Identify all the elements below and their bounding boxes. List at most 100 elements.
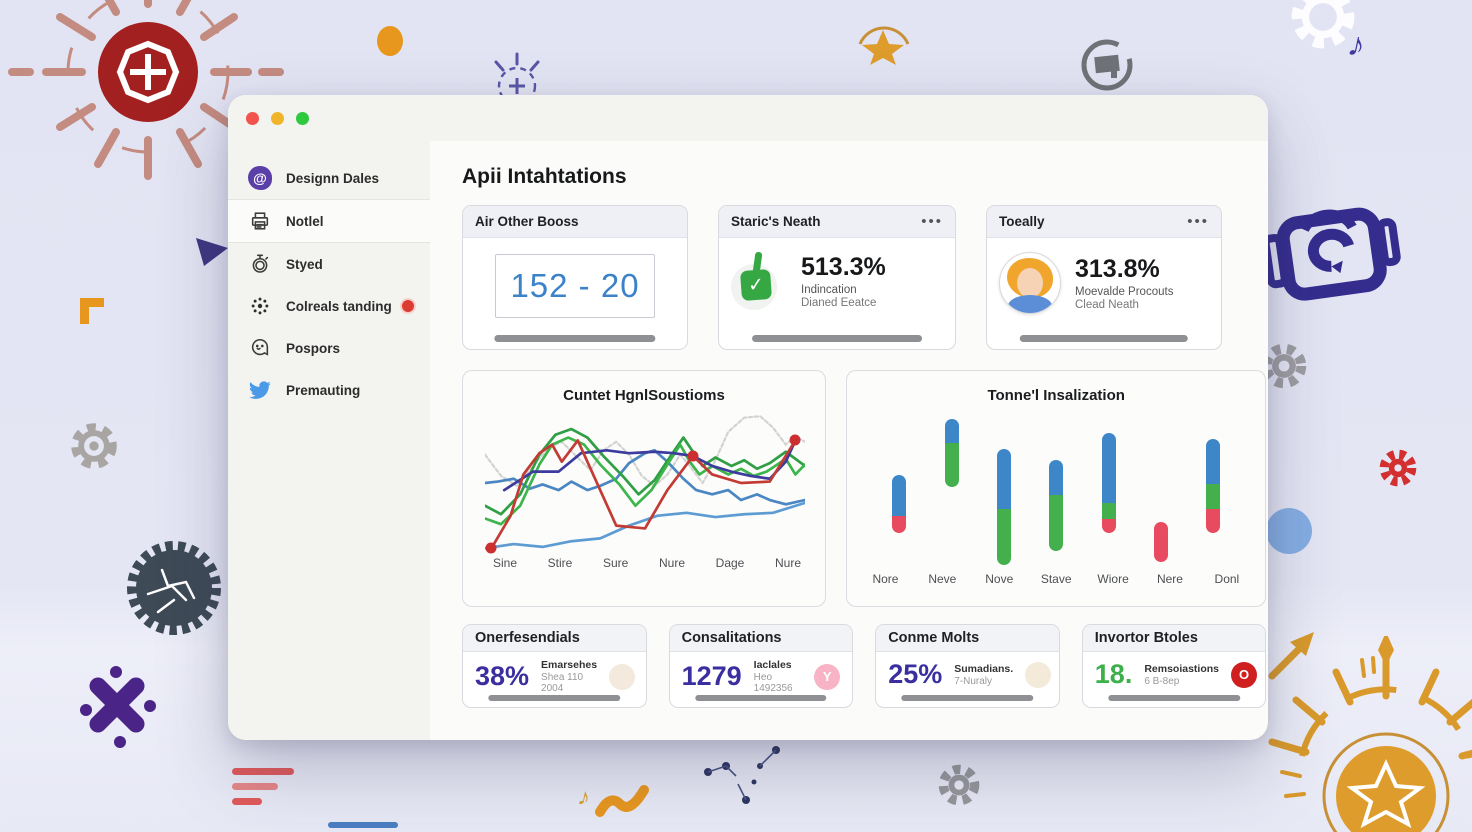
- kpi-subtext-1: Remsoiastions: [1144, 662, 1220, 675]
- bar-chart-title: Tonne'l Insalization: [987, 387, 1125, 404]
- gray-gear-icon: [71, 423, 117, 469]
- progress-bar: [494, 335, 656, 342]
- more-menu-icon[interactable]: •••: [1187, 212, 1209, 230]
- sidebar-item-4[interactable]: Colreals tanding: [228, 285, 430, 327]
- x-axis-label: Nure: [659, 556, 686, 570]
- data-point-marker: [789, 434, 801, 446]
- x-axis-label: Stire: [547, 556, 573, 570]
- stat-subtext-1: Indincation: [801, 284, 857, 297]
- minimize-button[interactable]: [271, 112, 284, 125]
- stat-card-title: Air Other Booss: [475, 214, 579, 229]
- kpi-card-body: 38% Emarsehes Shea 110 2004: [463, 652, 646, 694]
- stat-subtext-1: Moevalde Procouts: [1075, 286, 1174, 299]
- progress-bar: [695, 695, 827, 701]
- stat-card-title: Toeally: [999, 214, 1045, 229]
- x-axis-label: Nure: [774, 556, 801, 570]
- faint-circle-icon: [609, 663, 636, 690]
- close-button[interactable]: [246, 112, 259, 125]
- bar-stave: [1049, 460, 1064, 552]
- avatar: [999, 252, 1061, 314]
- kpi-card-title: Onerfesendials: [475, 630, 580, 646]
- kpi-card-title: Consalitations: [681, 630, 782, 646]
- line-chart-x-labels: Sine Stire Sure Nure Dage Nure: [463, 556, 825, 570]
- x-axis-label: Wiore: [1097, 572, 1129, 586]
- stat-card-starics-neath: Staric's Neath ••• ✓ 513.3% Indincation …: [718, 205, 956, 350]
- kpi-subtext-2: Shea 110 2004: [541, 672, 584, 694]
- printer-icon: [248, 209, 272, 233]
- data-point-marker: [485, 542, 497, 554]
- bar-segment-blue: [892, 475, 907, 517]
- slate-scallop-badge-icon: [127, 541, 221, 635]
- green-check-tool-icon: ✓: [731, 251, 787, 310]
- bar-segment-blue: [1206, 438, 1221, 485]
- bar-segment-blue: [944, 419, 959, 444]
- progress-bar: [1108, 695, 1240, 701]
- x-axis-label: Sine: [493, 556, 518, 570]
- app-window: @ Designn Dales Notlel Styed Colreals tandin…: [228, 95, 1268, 740]
- sidebar-item-1[interactable]: @ Designn Dales: [228, 157, 430, 199]
- kpi-card-header: Consalitations: [669, 625, 853, 652]
- bar-neve: [944, 419, 959, 488]
- x-axis-label: Donl: [1214, 572, 1240, 586]
- more-menu-icon[interactable]: •••: [921, 212, 943, 230]
- x-axis-label: Nere: [1156, 572, 1183, 586]
- kpi-card-4: Invortor Btoles 18. Remsoiastions 6 B-8e…: [1081, 624, 1267, 708]
- stopwatch-icon: [248, 252, 272, 276]
- kpi-subtext-2: 7-Nuraly: [954, 675, 993, 687]
- sidebar-item-2[interactable]: Notlel: [228, 199, 430, 243]
- bar-segment-green: [1101, 502, 1116, 520]
- dotted-circle-icon: [248, 294, 272, 318]
- kpi-subtext-2: Heo 1492356: [753, 672, 793, 694]
- bar-segment-green: [944, 443, 959, 488]
- progress-bar: [901, 695, 1034, 701]
- gold-star-arc-icon: [858, 26, 910, 65]
- bar-chart-x-labels: Nore Neve Nove Stave Wiore Nere Donl: [847, 568, 1265, 586]
- stat-card-body: ✓ 513.3% Indincation Dianed Eeatce: [719, 238, 955, 310]
- top-stat-cards: Air Other Booss 152 - 20 Staric's Neath …: [462, 205, 1266, 350]
- line-chart-title: Cuntet HgnlSoustioms: [563, 387, 725, 404]
- purple-virus-icon: [494, 52, 540, 98]
- kpi-card-body: 25% Sumadians. 7-Nuraly: [876, 652, 1059, 690]
- purple-triangle-icon: [196, 238, 228, 266]
- stat-card-header: Staric's Neath •••: [719, 206, 955, 238]
- kpi-card-2: Consalitations 1279 Iaclales Heo 1492356…: [668, 624, 854, 708]
- zoom-button[interactable]: [296, 112, 309, 125]
- notification-badge: [400, 298, 416, 314]
- bar-segment-blue: [996, 449, 1011, 509]
- faint-circle-icon: [1025, 661, 1052, 688]
- stat-card-header: Air Other Booss: [463, 206, 687, 238]
- constellation-icon: [704, 746, 780, 804]
- blue-line-icon: [328, 822, 398, 828]
- bar-segment-red: [1101, 519, 1116, 534]
- stat-subtext-2: Dianed Eeatce: [801, 297, 877, 310]
- sidebar-item-3[interactable]: Styed: [228, 243, 430, 285]
- bar-segment-green: [1049, 495, 1064, 552]
- red-lines-icon: [232, 768, 294, 805]
- main-content: Apii Intahtations Air Other Booss 152 - …: [430, 141, 1312, 740]
- score-value: 152 - 20: [510, 267, 640, 304]
- sidebar-item-label: Notlel: [286, 213, 324, 229]
- sidebar-item-label: Pospors: [286, 340, 341, 356]
- score-box: 152 - 20: [495, 254, 655, 318]
- sidebar-item-6[interactable]: Premauting: [228, 369, 430, 411]
- kpi-subtext-1: Iaclales: [753, 659, 792, 671]
- x-axis-label: Dage: [715, 556, 745, 570]
- sidebar-item-5[interactable]: Pospors: [228, 327, 430, 369]
- window-titlebar[interactable]: [228, 95, 1268, 141]
- kpi-card-body: 1279 Iaclales Heo 1492356 Y: [670, 652, 853, 694]
- x-axis-label: Stave: [1040, 572, 1072, 586]
- bar-nore: [892, 475, 907, 534]
- sidebar-item-label: Styed: [286, 256, 323, 272]
- bar-wiore: [1101, 432, 1116, 534]
- orange-bracket-icon: [80, 298, 104, 324]
- x-axis-label: Nove: [985, 572, 1014, 586]
- progress-bar: [752, 335, 922, 342]
- bar-segment-green: [1206, 484, 1221, 509]
- line-chart-plot: [485, 412, 805, 554]
- stat-card-title: Staric's Neath: [731, 214, 821, 229]
- stat-value: 313.8%: [1075, 254, 1160, 283]
- stat-card-header: Toeally •••: [987, 206, 1221, 238]
- kpi-value: 1279: [681, 661, 742, 691]
- traffic-lights: [246, 112, 309, 125]
- x-axis-label: Nore: [872, 572, 899, 586]
